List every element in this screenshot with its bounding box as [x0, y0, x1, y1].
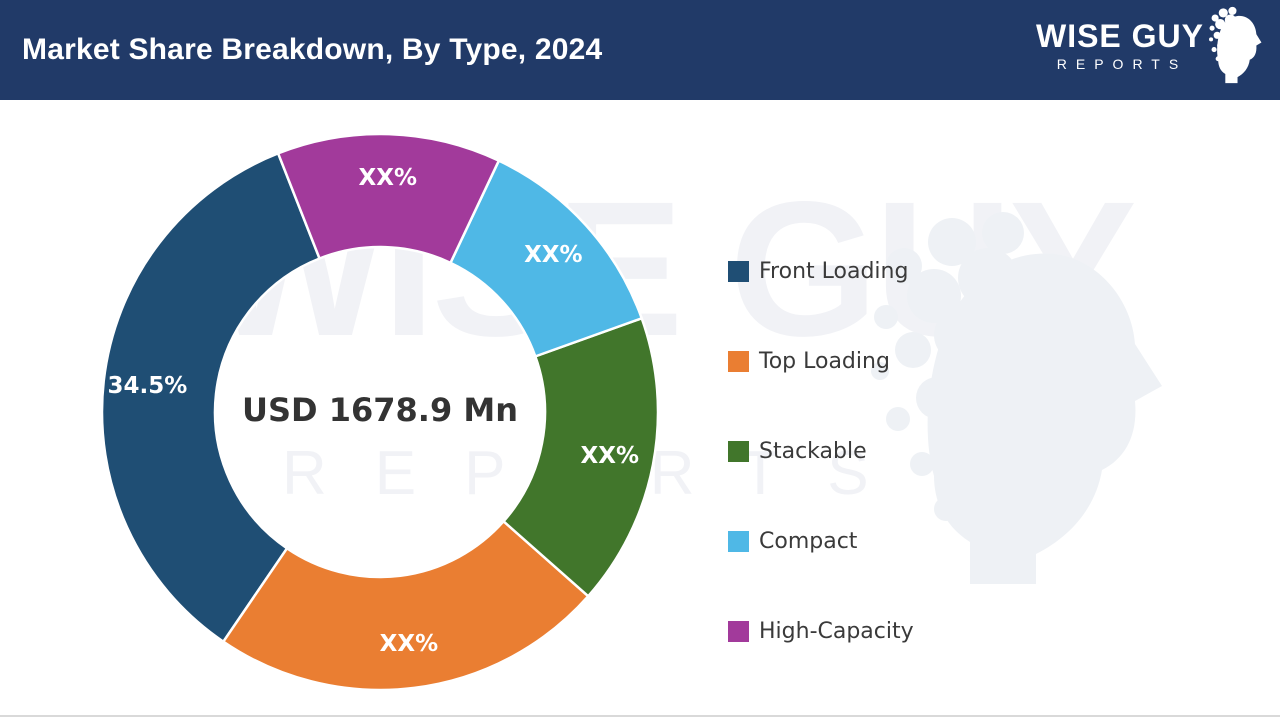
- legend-label: High-Capacity: [759, 618, 914, 644]
- logo-subtitle: REPORTS: [1056, 55, 1188, 72]
- logo-wordmark: WISE GUY: [1035, 17, 1204, 54]
- slice-label: XX%: [380, 631, 439, 657]
- legend-marker: [728, 440, 749, 462]
- logo-text: WISE GUY REPORTS: [1036, 19, 1204, 72]
- page-title: Market Share Breakdown, By Type, 2024: [22, 33, 603, 66]
- legend-label: Top Loading: [759, 348, 890, 374]
- slice-label: 34.5%: [108, 373, 188, 399]
- legend-item-high-capacity: High-Capacity: [728, 618, 914, 644]
- legend-marker: [728, 620, 749, 642]
- watermark-head-icon: [871, 212, 1162, 584]
- bottom-border: [0, 715, 1280, 717]
- legend-item-top-loading: Top Loading: [728, 348, 914, 374]
- legend-item-stackable: Stackable: [728, 438, 914, 464]
- legend-item-compact: Compact: [728, 528, 914, 554]
- header-bar: Market Share Breakdown, By Type, 2024 WI…: [0, 0, 1280, 100]
- slice-label: XX%: [524, 242, 583, 268]
- legend-marker: [728, 530, 749, 552]
- slice-label: XX%: [581, 443, 640, 469]
- donut-segment-front-loading: [100, 152, 321, 643]
- chart-center-value: USD 1678.9 Mn: [242, 391, 518, 429]
- slice-label: XX%: [359, 165, 418, 191]
- wise-guy-logo: WISE GUY REPORTS: [1036, 6, 1264, 84]
- donut-segment-high-capacity: [276, 132, 501, 265]
- logo-head-icon: [1209, 6, 1262, 84]
- legend-label: Front Loading: [759, 258, 909, 284]
- legend-label: Compact: [759, 528, 858, 554]
- legend-label: Stackable: [759, 438, 867, 464]
- legend-marker: [728, 350, 749, 372]
- legend-marker: [728, 260, 749, 282]
- donut-segment-stackable: [502, 317, 660, 598]
- legend: Front Loading Top Loading Stackable Comp…: [728, 258, 914, 644]
- legend-item-front-loading: Front Loading: [728, 258, 914, 284]
- donut-segment-top-loading: [222, 520, 590, 692]
